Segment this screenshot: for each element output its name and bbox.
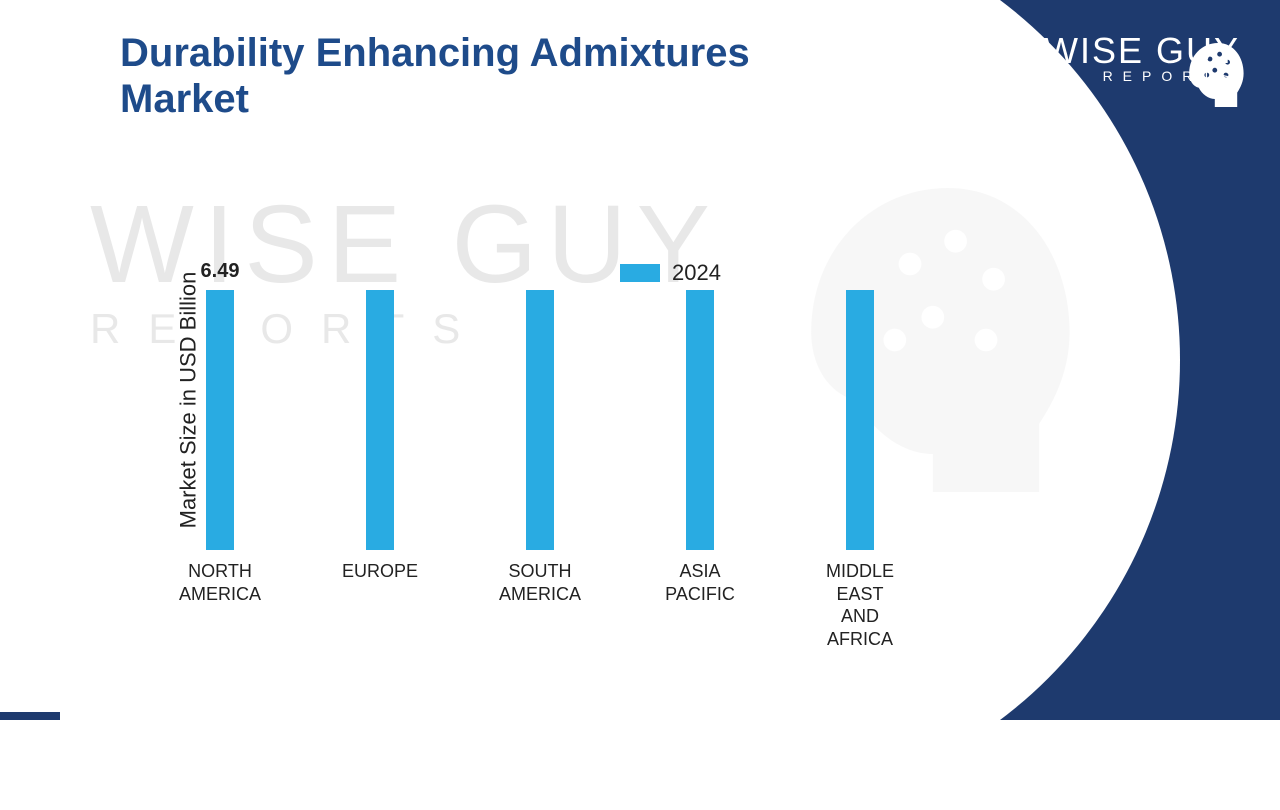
bar [846, 290, 874, 550]
legend-swatch [620, 264, 660, 282]
bar-group [305, 260, 455, 550]
chart-area: Market Size in USD Billion 2024 6.49 NOR… [100, 150, 940, 650]
x-tick-label: MIDDLEEASTANDAFRICA [785, 560, 935, 650]
bar-group [785, 260, 935, 550]
brand-logo: WISE GUY REPORTS [1044, 30, 1240, 84]
legend: 2024 [620, 260, 721, 286]
chart-title: Durability Enhancing Admixtures Market [120, 30, 820, 122]
x-axis-labels: NORTHAMERICAEUROPESOUTHAMERICAASIAPACIFI… [140, 560, 940, 650]
x-tick-label: SOUTHAMERICA [465, 560, 615, 650]
bottom-accent-bar [0, 712, 60, 720]
bar-group [625, 260, 775, 550]
bar-value-label: 6.49 [201, 260, 240, 284]
bar [366, 290, 394, 550]
bar [206, 290, 234, 550]
legend-label: 2024 [672, 260, 721, 286]
bar-group [465, 260, 615, 550]
x-tick-label: ASIAPACIFIC [625, 560, 775, 650]
bar [526, 290, 554, 550]
plot-region: 6.49 [140, 150, 940, 550]
x-tick-label: EUROPE [305, 560, 455, 650]
x-tick-label: NORTHAMERICA [145, 560, 295, 650]
logo-main-text: WISE GUY [1044, 30, 1240, 72]
bar [686, 290, 714, 550]
bar-group: 6.49 [145, 260, 295, 550]
